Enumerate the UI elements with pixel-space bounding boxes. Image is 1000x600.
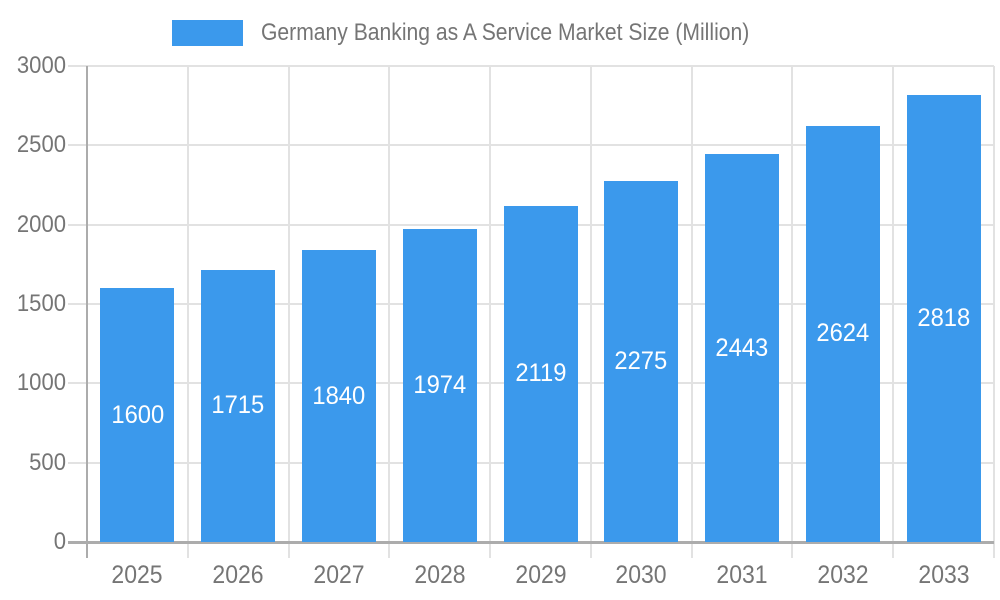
v-gridline: [589, 66, 592, 558]
bar[interactable]: 2443: [705, 154, 780, 542]
y-tick-label: 1000: [16, 369, 67, 397]
v-gridline: [690, 66, 693, 558]
y-tick-label: 500: [29, 448, 66, 476]
bar[interactable]: 2624: [805, 125, 880, 542]
x-tick-label: 2030: [615, 561, 667, 589]
bar[interactable]: 1600: [100, 288, 175, 542]
x-tick-label: 2025: [111, 561, 163, 589]
bar[interactable]: 2119: [503, 205, 578, 542]
x-tick-label: 2027: [313, 561, 365, 589]
v-gridline: [489, 66, 492, 558]
legend-label: Germany Banking as A Service Market Size…: [261, 19, 750, 46]
v-gridline: [791, 66, 794, 558]
legend-swatch[interactable]: [172, 20, 243, 46]
x-tick-label: 2028: [414, 561, 466, 589]
bar-value-label: 2275: [614, 347, 668, 375]
v-gridline: [993, 66, 995, 558]
bar[interactable]: 1840: [301, 250, 376, 542]
y-tick-label: 0: [53, 528, 66, 555]
x-tick-label: 2031: [716, 561, 768, 589]
bar[interactable]: 1974: [402, 228, 477, 542]
h-gridline: [68, 65, 994, 67]
bar-value-label: 1840: [312, 381, 366, 410]
x-tick-label: 2029: [514, 561, 567, 589]
x-axis-line: [68, 541, 994, 544]
bar-value-label: 1715: [211, 391, 265, 420]
v-gridline: [388, 66, 391, 558]
x-tick-label: 2032: [817, 561, 869, 589]
bar-value-label: 2818: [917, 303, 971, 332]
y-tick-label: 3000: [16, 52, 67, 79]
bar[interactable]: 2818: [906, 94, 981, 542]
y-axis-line: [86, 66, 88, 558]
v-gridline: [186, 66, 189, 558]
bar[interactable]: 2275: [604, 181, 679, 542]
bar-value-label: 1974: [413, 370, 467, 399]
v-gridline: [892, 66, 895, 558]
bar-value-label: 1600: [110, 400, 164, 429]
bar[interactable]: 1715: [201, 269, 276, 542]
bar-value-label: 2624: [816, 319, 870, 348]
h-gridline: [68, 144, 994, 147]
x-tick-label: 2033: [918, 561, 970, 589]
v-gridline: [287, 66, 290, 558]
bar-value-label: 2443: [715, 333, 769, 362]
y-tick-label: 2500: [16, 131, 67, 159]
legend[interactable]: Germany Banking as A Service Market Size…: [172, 19, 816, 47]
y-tick-label: 1500: [16, 290, 67, 317]
y-tick-label: 2000: [16, 210, 67, 238]
bar-value-label: 2119: [514, 359, 567, 388]
x-tick-label: 2026: [212, 561, 264, 589]
